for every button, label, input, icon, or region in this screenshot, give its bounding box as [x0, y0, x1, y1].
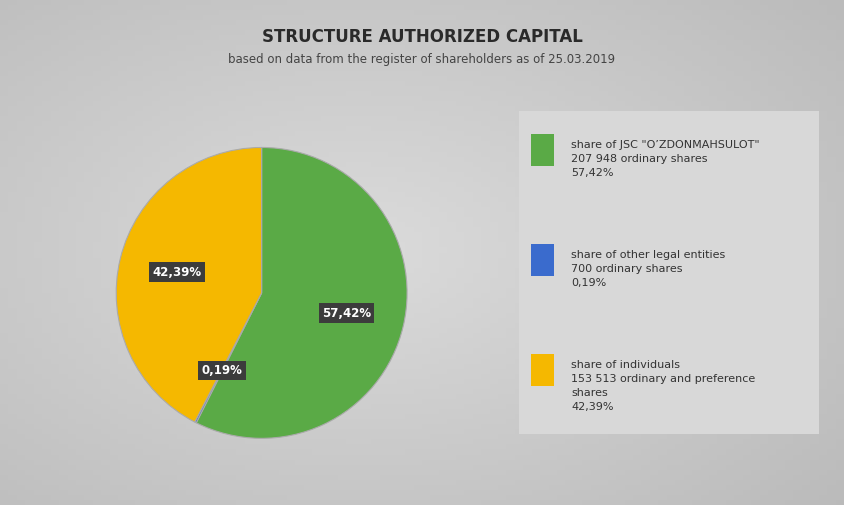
Wedge shape: [116, 147, 262, 422]
Wedge shape: [195, 293, 262, 423]
Text: share of individuals
153 513 ordinary and preference
shares
42,39%: share of individuals 153 513 ordinary an…: [571, 360, 755, 412]
Text: share of JSC "O’ZDONMAHSULOT"
207 948 ordinary shares
57,42%: share of JSC "O’ZDONMAHSULOT" 207 948 or…: [571, 140, 760, 178]
FancyBboxPatch shape: [531, 354, 554, 386]
Wedge shape: [197, 147, 407, 438]
Text: 57,42%: 57,42%: [322, 307, 371, 320]
Text: 42,39%: 42,39%: [152, 266, 202, 279]
Text: 0,19%: 0,19%: [202, 364, 242, 377]
Text: based on data from the register of shareholders as of 25.03.2019: based on data from the register of share…: [229, 53, 615, 66]
Text: STRUCTURE AUTHORIZED CAPITAL: STRUCTURE AUTHORIZED CAPITAL: [262, 28, 582, 46]
FancyBboxPatch shape: [531, 134, 554, 166]
Text: share of other legal entities
700 ordinary shares
0,19%: share of other legal entities 700 ordina…: [571, 250, 726, 288]
FancyBboxPatch shape: [531, 243, 554, 276]
